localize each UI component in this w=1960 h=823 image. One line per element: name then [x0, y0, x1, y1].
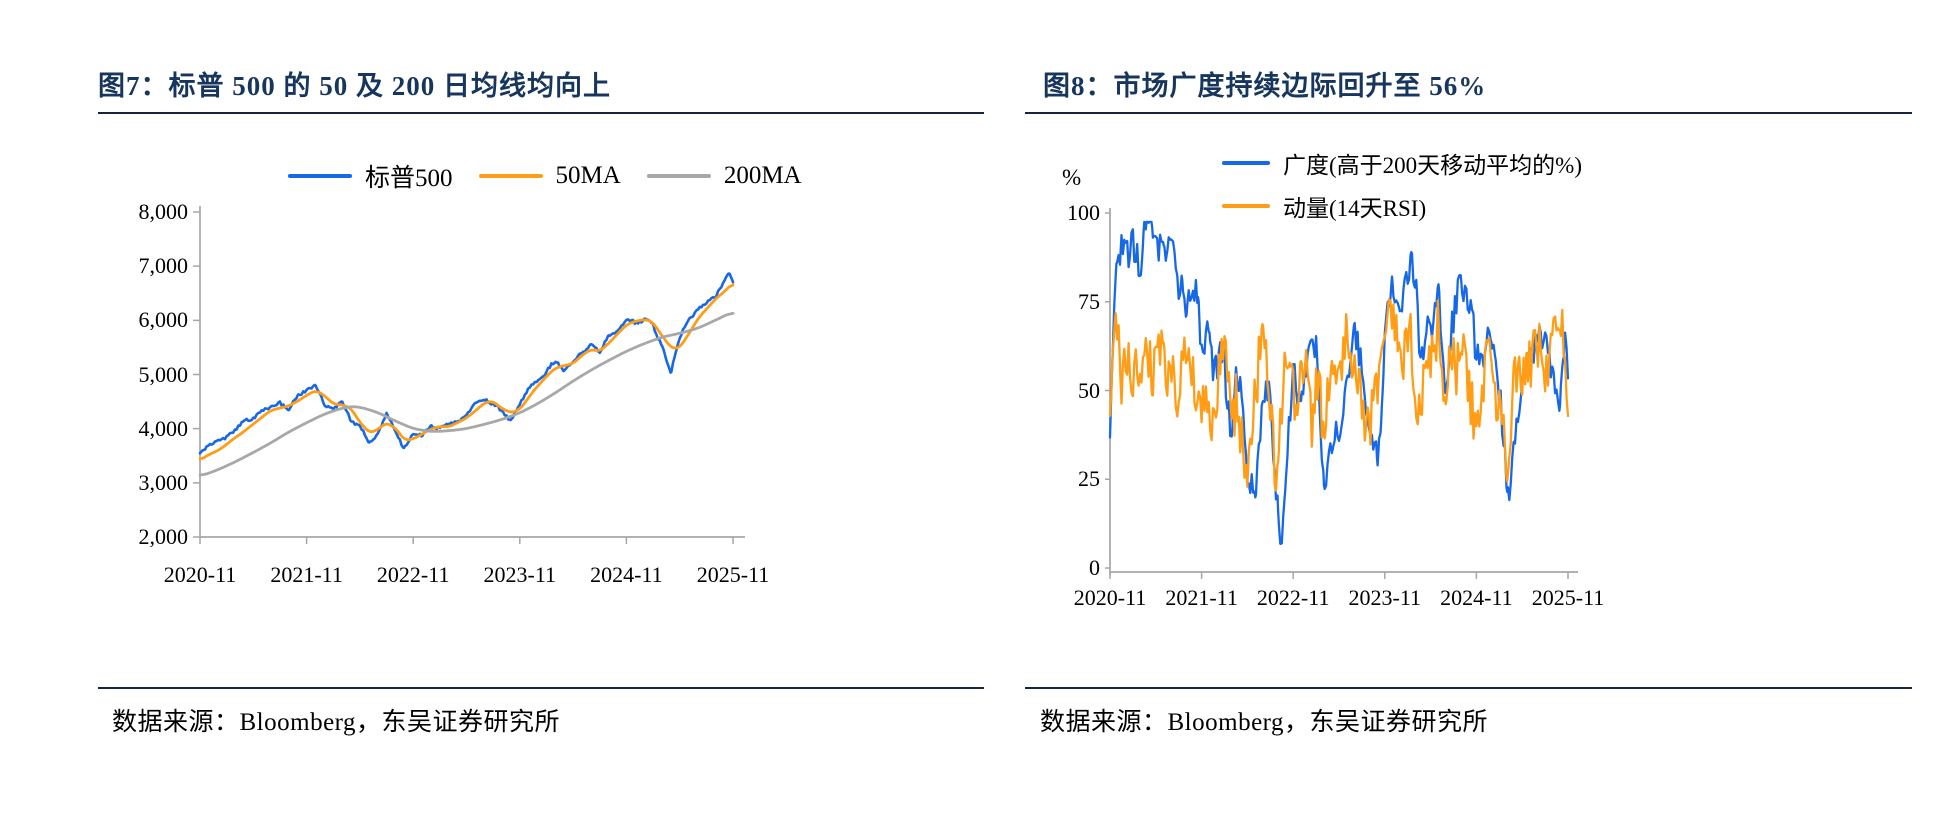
legend-label-50ma: 50MA [555, 162, 621, 189]
figure-8-legend: 广度(高于200天移动平均的%) 动量(14天RSI) [1222, 146, 1582, 232]
breadth-line-swatch [1222, 161, 1270, 165]
x-tick-label: 2021-11 [1165, 585, 1238, 610]
series-line-0 [198, 272, 735, 455]
legend-item-spx: 标普500 [288, 158, 453, 194]
figure-8-footer-rule [1025, 687, 1912, 689]
spx-line-swatch [288, 174, 352, 178]
legend-label-spx: 标普500 [365, 165, 453, 192]
figure-7-source: 数据来源：Bloomberg，东吴证券研究所 [112, 709, 561, 736]
figure-7-title: 图7：标普 500 的 50 及 200 日均线均向上 [98, 71, 611, 101]
figure-8-y-axis-unit: % [1062, 165, 1082, 190]
legend-item-breadth: 广度(高于200天移动平均的%) [1222, 146, 1582, 180]
figure-7-legend: 标普500 50MA 200MA [288, 158, 828, 194]
legend-item-50ma: 50MA [478, 162, 621, 190]
x-tick-label: 2023-11 [1348, 585, 1422, 610]
axis-tick-marks [193, 211, 734, 544]
figure-8-chart [1105, 208, 1578, 579]
legend-label-momentum: 动量(14天RSI) [1283, 196, 1427, 221]
series-line-1 [198, 283, 735, 461]
figure-8-title: 图8：市场广度持续边际回升至 56% [1043, 71, 1487, 101]
momentum-line-swatch [1222, 204, 1270, 208]
series-line-2 [198, 311, 735, 477]
legend-label-breadth: 广度(高于200天移动平均的%) [1283, 153, 1582, 178]
figure-7-chart [193, 206, 745, 544]
series-line-1 [1108, 297, 1570, 492]
legend-item-momentum: 动量(14天RSI) [1222, 189, 1582, 223]
series-line-0 [1108, 220, 1570, 545]
legend-item-200ma: 200MA [646, 162, 802, 190]
axis-tick-marks [1105, 212, 1569, 579]
x-tick-label: 2022-11 [1256, 585, 1330, 610]
x-tick-label: 2020-11 [1073, 585, 1147, 610]
ma50-line-swatch [478, 174, 543, 178]
legend-label-200ma: 200MA [723, 162, 802, 189]
figure-7-title-rule [98, 112, 984, 114]
ma200-line-swatch [646, 174, 711, 178]
figure-8-source: 数据来源：Bloomberg，东吴证券研究所 [1040, 709, 1489, 736]
x-tick-label: 2024-11 [1440, 585, 1513, 610]
x-tick-label: 2025-11 [1531, 585, 1605, 610]
figure-8-title-rule [1025, 112, 1912, 114]
figure-7-footer-rule [98, 687, 984, 689]
